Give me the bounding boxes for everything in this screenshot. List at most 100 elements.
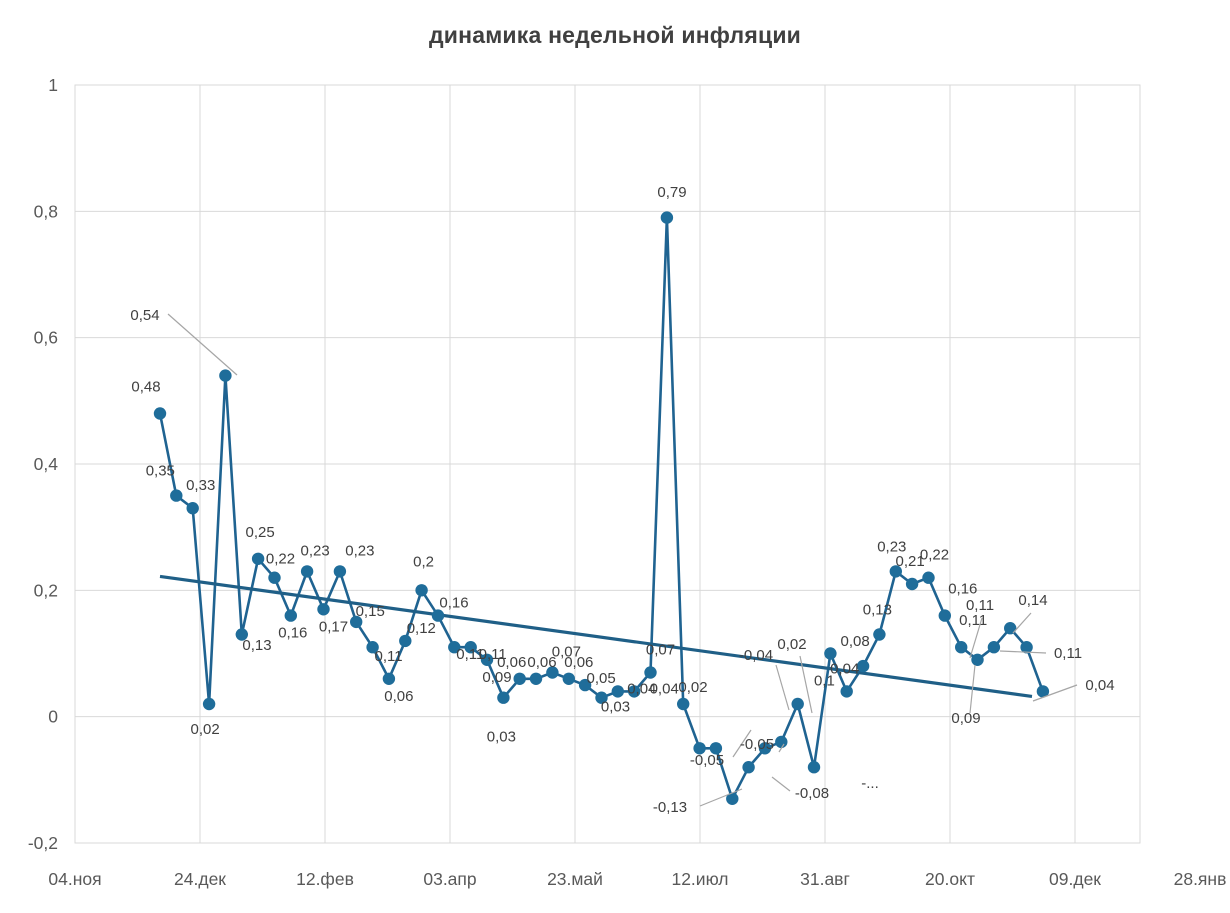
data-point-label: 0,04 <box>627 680 656 697</box>
data-point-label: 0,04 <box>830 660 859 677</box>
data-point-label: 0,06 <box>384 688 413 705</box>
data-point-label: -0,13 <box>653 799 687 816</box>
data-point-marker[interactable] <box>268 571 281 584</box>
data-point-label: 0,11 <box>456 646 484 663</box>
data-point-marker[interactable] <box>382 672 396 685</box>
data-point-marker[interactable] <box>873 628 886 641</box>
data-point-marker[interactable] <box>546 666 559 679</box>
plot-border <box>74 84 1141 844</box>
data-point-marker[interactable] <box>219 369 232 382</box>
label-leader-line <box>778 743 785 753</box>
y-axis-tick-label: 0,6 <box>34 328 58 348</box>
data-point-label: 0,02 <box>190 721 219 738</box>
data-point-label: 0,04 <box>650 680 679 697</box>
data-point-marker[interactable] <box>317 603 330 616</box>
data-point-label: 0,13 <box>242 637 271 654</box>
data-point-label: 0,21 <box>895 553 924 570</box>
data-point-marker[interactable] <box>1020 641 1033 654</box>
data-point-label: 0,15 <box>356 603 385 620</box>
data-point-label: 0,12 <box>407 620 436 637</box>
data-point-label: -0,04 <box>739 647 773 664</box>
data-point-marker[interactable] <box>170 489 183 502</box>
data-point-marker[interactable] <box>971 653 984 666</box>
data-point-marker[interactable] <box>628 685 641 698</box>
data-point-marker[interactable] <box>791 697 804 711</box>
data-point-marker[interactable] <box>938 609 951 622</box>
data-point-marker[interactable] <box>1036 685 1050 698</box>
data-point-marker[interactable] <box>284 609 297 622</box>
data-point-label: 0,35 <box>146 463 175 480</box>
data-point-marker[interactable] <box>562 672 575 685</box>
data-point-marker[interactable] <box>709 742 723 755</box>
data-point-marker[interactable] <box>186 502 199 515</box>
data-point-marker[interactable] <box>677 697 690 711</box>
data-point-label: -0,05 <box>740 736 774 753</box>
data-point-label: 0,22 <box>266 551 295 568</box>
data-point-label: 0,13 <box>863 602 892 619</box>
data-point-marker[interactable] <box>611 685 624 698</box>
x-axis-tick-label: 09.дек <box>1049 869 1101 889</box>
data-point-label: 0,25 <box>245 524 274 541</box>
data-point-marker[interactable] <box>431 609 445 622</box>
data-point-label: 0,03 <box>601 699 630 716</box>
data-point-label: 0,2 <box>413 553 434 570</box>
data-point-marker[interactable] <box>758 742 772 755</box>
data-point-marker[interactable] <box>480 653 494 666</box>
data-point-marker[interactable] <box>513 672 526 685</box>
x-axis-tick-label: 12.фев <box>296 869 354 889</box>
y-axis-tick-label: 0,2 <box>34 580 58 600</box>
data-point-marker[interactable] <box>251 552 265 565</box>
data-point-label: 0,16 <box>948 581 977 598</box>
data-point-label: 0,07 <box>646 642 675 659</box>
data-point-marker[interactable] <box>840 685 853 698</box>
data-point-label: 0,54 <box>130 307 159 324</box>
data-point-marker[interactable] <box>595 691 608 704</box>
data-point-marker[interactable] <box>922 571 935 584</box>
data-point-label: 0,11 <box>959 612 987 629</box>
data-point-label: 0,33 <box>186 477 215 494</box>
data-point-marker[interactable] <box>856 659 870 673</box>
data-point-marker[interactable] <box>955 641 968 654</box>
data-point-marker[interactable] <box>529 672 543 685</box>
data-point-label: 0,07 <box>552 644 581 661</box>
data-point-marker[interactable] <box>202 697 216 711</box>
data-point-label: 0,08 <box>840 633 869 650</box>
data-point-marker[interactable] <box>742 761 755 774</box>
data-point-marker[interactable] <box>824 647 837 660</box>
data-point-marker[interactable] <box>333 565 347 578</box>
data-point-marker[interactable] <box>660 211 674 224</box>
x-axis-tick-label: 28.янв <box>1174 869 1227 889</box>
data-point-marker[interactable] <box>726 792 739 805</box>
data-point-marker[interactable] <box>644 666 657 679</box>
data-point-marker[interactable] <box>235 628 248 641</box>
data-point-marker[interactable] <box>905 577 919 591</box>
data-point-marker[interactable] <box>1004 622 1017 635</box>
label-leader-line <box>167 313 238 376</box>
data-point-label: 0,16 <box>278 625 307 642</box>
data-point-marker[interactable] <box>399 634 412 648</box>
data-point-label: 0,23 <box>877 538 906 555</box>
data-point-marker[interactable] <box>415 584 428 597</box>
data-point-marker[interactable] <box>987 641 1001 654</box>
label-leader-line <box>1012 612 1032 634</box>
data-point-marker[interactable] <box>153 407 167 420</box>
label-leader-line <box>799 655 813 714</box>
y-axis-tick-label: 0 <box>48 707 58 727</box>
data-point-label: -0,08 <box>795 785 829 802</box>
data-point-marker[interactable] <box>448 641 461 654</box>
data-point-label: -... <box>861 775 879 792</box>
data-point-marker[interactable] <box>350 615 363 629</box>
data-point-marker[interactable] <box>300 565 314 578</box>
data-point-label: 0,06 <box>497 654 526 671</box>
data-point-marker[interactable] <box>889 565 902 578</box>
data-point-label: 0,09 <box>482 669 511 686</box>
data-point-marker[interactable] <box>578 678 592 692</box>
data-point-marker[interactable] <box>366 641 379 654</box>
data-point-marker[interactable] <box>775 735 788 749</box>
label-leader-line <box>699 788 743 807</box>
data-point-marker[interactable] <box>464 641 477 654</box>
data-point-marker[interactable] <box>497 691 510 704</box>
data-point-marker[interactable] <box>807 761 821 774</box>
data-point-marker[interactable] <box>693 742 706 755</box>
